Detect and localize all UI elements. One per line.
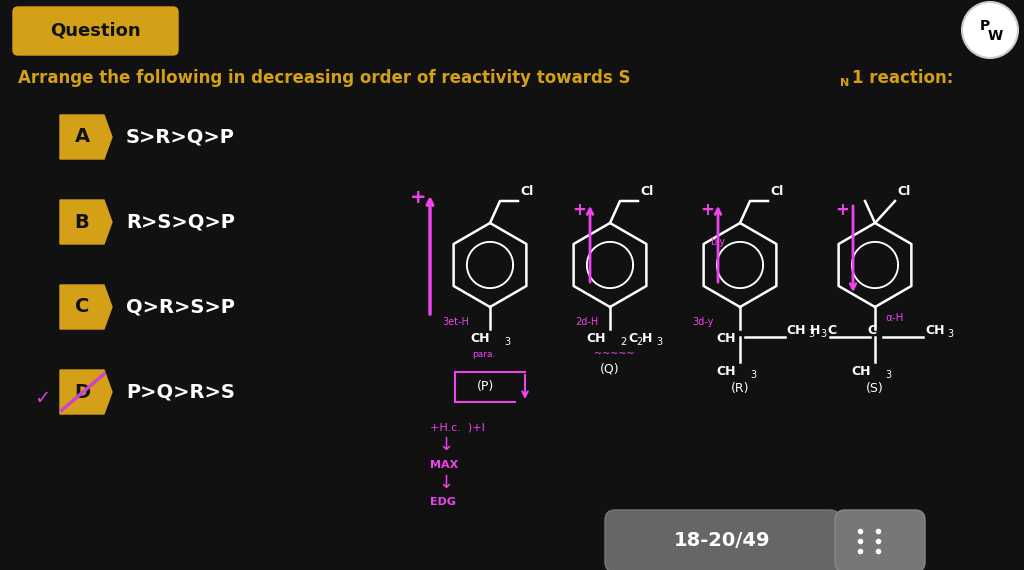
Text: 3: 3 bbox=[808, 329, 814, 339]
Text: Arrange the following in decreasing order of reactivity towards S: Arrange the following in decreasing orde… bbox=[18, 69, 631, 87]
Text: ~~~~~: ~~~~~ bbox=[594, 349, 635, 359]
Text: +: + bbox=[572, 201, 586, 219]
Text: Q>R>S>P: Q>R>S>P bbox=[126, 298, 234, 316]
Text: N: N bbox=[840, 78, 849, 88]
Text: CH: CH bbox=[925, 324, 944, 337]
Text: MAX: MAX bbox=[430, 460, 459, 470]
Text: C: C bbox=[827, 324, 837, 337]
FancyBboxPatch shape bbox=[605, 510, 840, 570]
Text: CH: CH bbox=[786, 324, 806, 337]
FancyBboxPatch shape bbox=[13, 7, 178, 55]
Text: 1 reaction:: 1 reaction: bbox=[852, 69, 953, 87]
Text: Question: Question bbox=[50, 22, 141, 40]
Text: B: B bbox=[75, 213, 89, 231]
Text: +: + bbox=[700, 201, 714, 219]
Text: D: D bbox=[74, 382, 90, 401]
Polygon shape bbox=[60, 115, 112, 159]
Polygon shape bbox=[60, 285, 112, 329]
Text: CH: CH bbox=[716, 365, 736, 378]
Text: CH: CH bbox=[587, 332, 606, 345]
Text: 3: 3 bbox=[820, 329, 826, 339]
Text: Cl: Cl bbox=[640, 185, 653, 198]
Polygon shape bbox=[60, 200, 112, 244]
Text: 2d-H: 2d-H bbox=[575, 317, 598, 327]
Text: H: H bbox=[642, 332, 652, 345]
Text: para.: para. bbox=[472, 350, 496, 359]
Text: 3: 3 bbox=[504, 337, 510, 347]
Text: P>Q>R>S: P>Q>R>S bbox=[126, 382, 234, 401]
Text: 3: 3 bbox=[947, 329, 953, 339]
Text: ↓: ↓ bbox=[438, 436, 454, 454]
Text: (Q): (Q) bbox=[600, 362, 620, 375]
Text: 3: 3 bbox=[750, 370, 756, 380]
Text: ✓: ✓ bbox=[34, 389, 50, 408]
Text: 3: 3 bbox=[656, 337, 663, 347]
Text: α-H: α-H bbox=[885, 313, 903, 323]
Text: 2: 2 bbox=[636, 337, 642, 347]
Text: H: H bbox=[810, 324, 820, 337]
Text: P: P bbox=[980, 19, 990, 33]
Text: CH: CH bbox=[470, 332, 489, 345]
FancyBboxPatch shape bbox=[835, 510, 925, 570]
Text: Cl: Cl bbox=[520, 185, 534, 198]
Text: EDG: EDG bbox=[430, 497, 456, 507]
Text: +H.c.  )+I: +H.c. )+I bbox=[430, 422, 485, 432]
Text: ↓: ↓ bbox=[438, 474, 454, 492]
Text: +: + bbox=[410, 188, 427, 207]
Text: C: C bbox=[75, 298, 89, 316]
Text: (R): (R) bbox=[731, 382, 750, 395]
Text: C: C bbox=[867, 324, 877, 337]
Text: CH: CH bbox=[851, 365, 870, 378]
Text: Cl: Cl bbox=[770, 185, 783, 198]
Circle shape bbox=[962, 2, 1018, 58]
Text: 18-20/49: 18-20/49 bbox=[674, 531, 771, 551]
Text: A: A bbox=[75, 128, 89, 146]
Text: Cl: Cl bbox=[897, 185, 910, 198]
Text: b.y: b.y bbox=[710, 237, 725, 247]
Text: CH: CH bbox=[716, 332, 736, 345]
Text: 3: 3 bbox=[885, 370, 891, 380]
Text: C: C bbox=[628, 332, 637, 345]
Text: +: + bbox=[835, 201, 849, 219]
Text: R>S>Q>P: R>S>Q>P bbox=[126, 213, 234, 231]
Text: 3d-y: 3d-y bbox=[692, 317, 714, 327]
Text: (P): (P) bbox=[476, 380, 494, 393]
Text: S>R>Q>P: S>R>Q>P bbox=[126, 128, 234, 146]
Polygon shape bbox=[60, 370, 112, 414]
Text: (S): (S) bbox=[866, 382, 884, 395]
Text: 2: 2 bbox=[620, 337, 627, 347]
Text: W: W bbox=[987, 29, 1002, 43]
Text: 3et-H: 3et-H bbox=[442, 317, 469, 327]
